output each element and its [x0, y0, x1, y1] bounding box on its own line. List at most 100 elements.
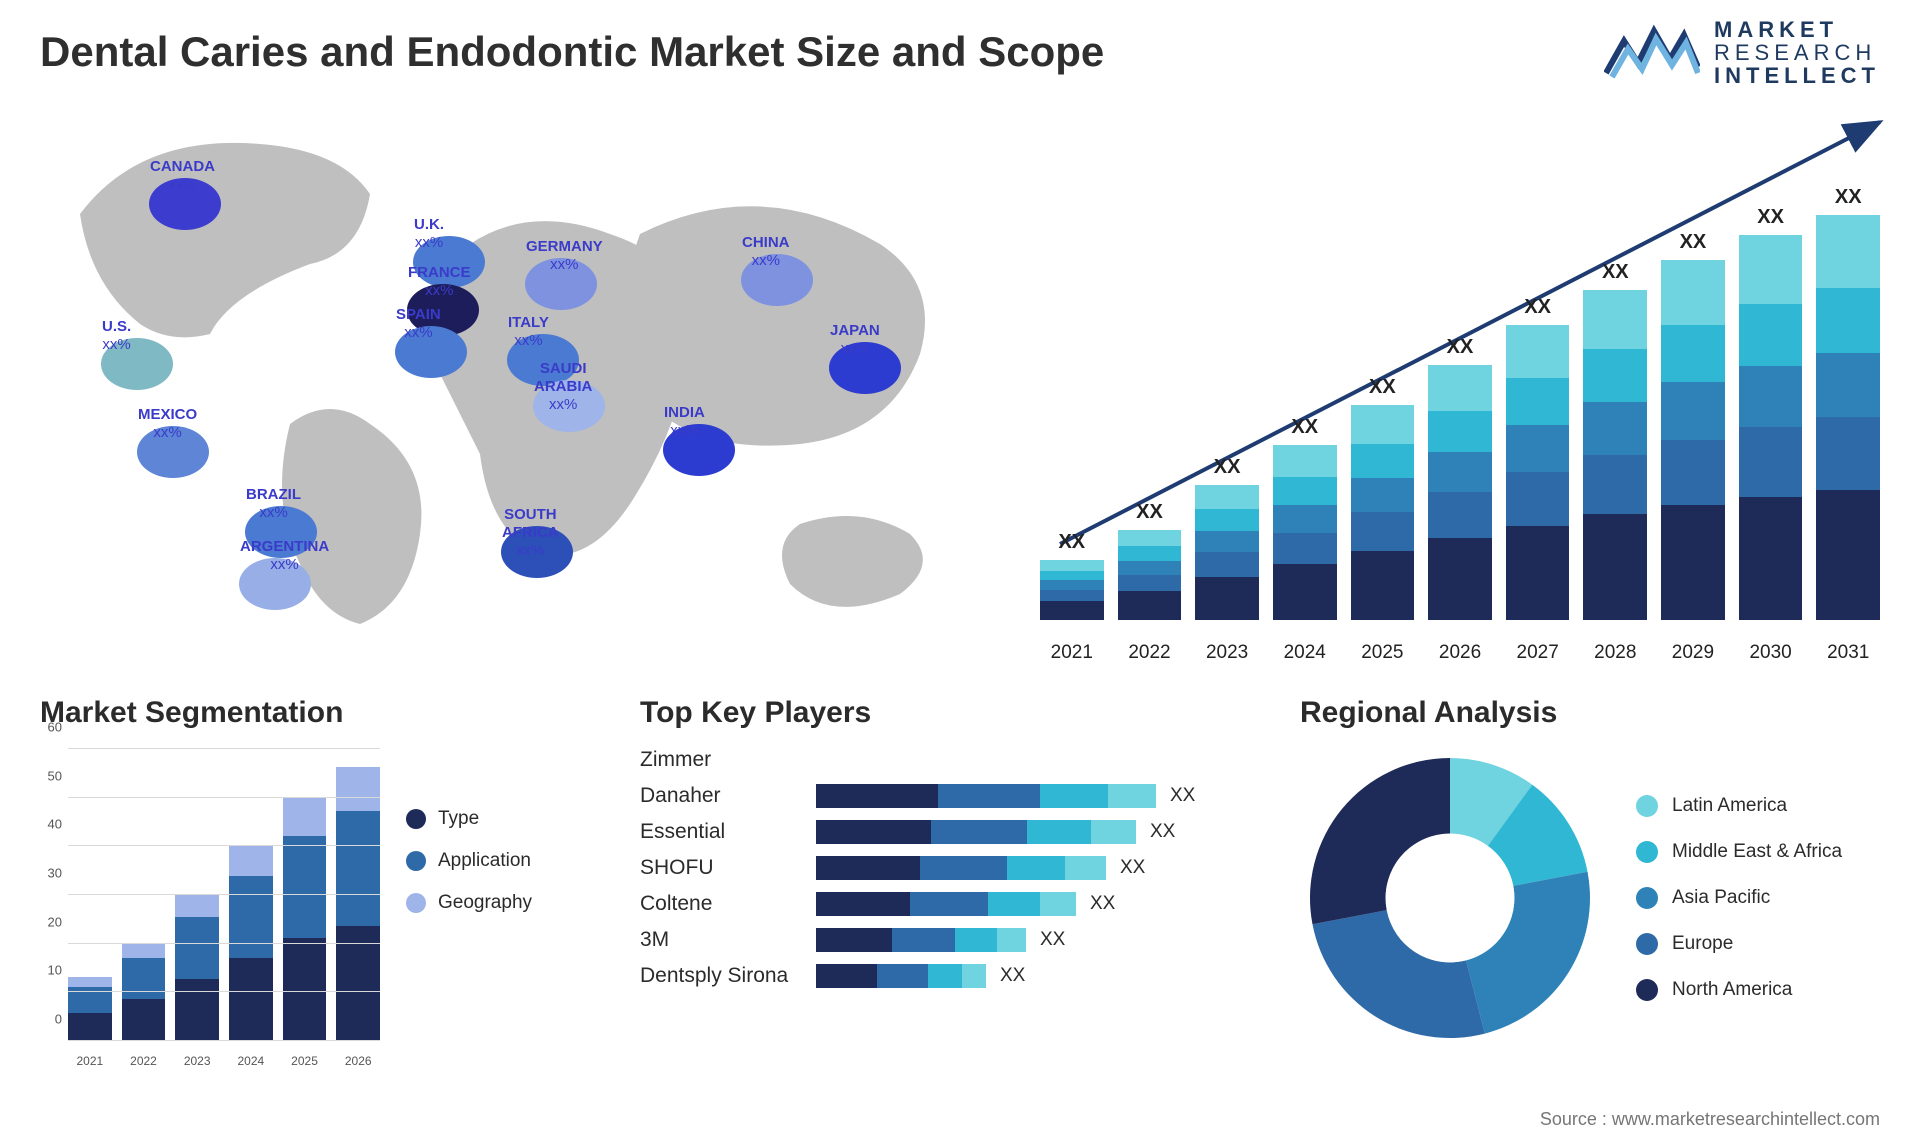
seg-ytick: 60	[48, 720, 62, 735]
player-row: 3MXX	[640, 928, 1260, 952]
player-name: Danaher	[640, 784, 800, 808]
player-bar	[816, 964, 986, 988]
seg-ytick: 0	[55, 1012, 62, 1027]
player-value: XX	[1040, 929, 1065, 951]
player-bar	[816, 820, 1136, 844]
seg-ytick: 40	[48, 817, 62, 832]
seg-ytick: 30	[48, 866, 62, 881]
regional-panel: Regional Analysis Latin AmericaMiddle Ea…	[1300, 696, 1880, 1106]
brand-line1: MARKET	[1714, 18, 1880, 41]
seg-gridline	[68, 991, 380, 992]
map-label-saudi: SAUDIARABIAxx%	[534, 360, 592, 414]
legend-dot-icon	[1636, 841, 1658, 863]
growth-year: 2030	[1739, 642, 1803, 664]
map-label-china: CHINAxx%	[742, 234, 790, 270]
segmentation-panel: Market Segmentation 0 10 20 30 40 50 60 2021 20…	[40, 696, 600, 1106]
seg-bar-2026	[336, 767, 380, 1040]
map-label-us: U.S.xx%	[102, 318, 131, 354]
player-bar	[816, 892, 1076, 916]
seg-bar-2025	[283, 797, 327, 1040]
growth-bar-2030: XX	[1739, 206, 1803, 620]
growth-value-label: XX	[1369, 376, 1396, 399]
map-label-germany: GERMANYxx%	[526, 238, 603, 274]
growth-value-label: XX	[1214, 456, 1241, 479]
legend-label: North America	[1672, 979, 1792, 1001]
growth-bar-2031: XX	[1816, 186, 1880, 620]
legend-dot-icon	[1636, 979, 1658, 1001]
map-label-uk: U.K.xx%	[414, 216, 444, 252]
growth-bar-2025: XX	[1351, 376, 1415, 620]
growth-value-label: XX	[1524, 296, 1551, 319]
growth-bar-2028: XX	[1583, 261, 1647, 620]
player-name: Essential	[640, 820, 800, 844]
player-value: XX	[1170, 785, 1195, 807]
map-label-italy: ITALYxx%	[508, 314, 549, 350]
growth-value-label: XX	[1058, 531, 1085, 554]
seg-gridline	[68, 1040, 380, 1041]
player-bar	[816, 856, 1106, 880]
seg-gridline	[68, 894, 380, 895]
player-row: SHOFU XX	[640, 856, 1260, 880]
map-label-argentina: ARGENTINAxx%	[240, 538, 329, 574]
growth-bar-2022: XX	[1118, 501, 1182, 620]
growth-year: 2027	[1506, 642, 1570, 664]
players-list: ZimmerDanaherXXEssentialXXSHOFUXXColtene…	[640, 748, 1260, 988]
seg-year: 2026	[336, 1054, 380, 1068]
player-row: Danaher XX	[640, 784, 1260, 808]
growth-year: 2026	[1428, 642, 1492, 664]
growth-bar-2029: XX	[1661, 231, 1725, 620]
segmentation-title: Market Segmentation	[40, 696, 600, 730]
players-panel: Top Key Players ZimmerDanaherXXEssential…	[640, 696, 1260, 1106]
growth-year: 2022	[1118, 642, 1182, 664]
growth-year: 2023	[1195, 642, 1259, 664]
map-label-canada: CANADAxx%	[150, 158, 215, 194]
legend-dot-icon	[1636, 795, 1658, 817]
seg-year: 2025	[283, 1054, 327, 1068]
player-value: XX	[1150, 821, 1175, 843]
map-label-southafrica: SOUTHAFRICAxx%	[502, 506, 559, 560]
map-label-japan: JAPANxx%	[830, 322, 880, 358]
player-row: Zimmer	[640, 748, 1260, 772]
regional-legend: Latin AmericaMiddle East & AfricaAsia Pa…	[1636, 795, 1842, 1001]
seg-year: 2021	[68, 1054, 112, 1068]
regional-legend-item: Europe	[1636, 933, 1842, 955]
brand-logo: MARKET RESEARCH INTELLECT	[1604, 18, 1880, 87]
growth-value-label: XX	[1291, 416, 1318, 439]
legend-label: Latin America	[1672, 795, 1787, 817]
player-name: SHOFU	[640, 856, 800, 880]
seg-year: 2023	[175, 1054, 219, 1068]
seg-bar-2023	[175, 894, 219, 1040]
seg-legend-item: Application	[406, 850, 532, 872]
seg-ytick: 20	[48, 914, 62, 929]
seg-ytick: 50	[48, 768, 62, 783]
legend-dot-icon	[406, 893, 426, 913]
growth-chart-panel: XXXXXXXXXXXXXXXXXXXXXX 20212022202320242…	[1000, 104, 1880, 664]
legend-label: Europe	[1672, 933, 1733, 955]
player-name: Zimmer	[640, 748, 800, 772]
source-attribution: Source : www.marketresearchintellect.com	[1540, 1109, 1880, 1130]
seg-legend-item: Type	[406, 808, 532, 830]
growth-bar-2027: XX	[1506, 296, 1570, 620]
map-label-spain: SPAINxx%	[396, 306, 441, 342]
growth-value-label: XX	[1835, 186, 1862, 209]
seg-legend-item: Geography	[406, 892, 532, 914]
growth-bars: XXXXXXXXXXXXXXXXXXXXXX	[1040, 160, 1880, 620]
seg-gridline	[68, 943, 380, 944]
seg-year: 2024	[229, 1054, 273, 1068]
growth-value-label: XX	[1680, 231, 1707, 254]
growth-value-label: XX	[1757, 206, 1784, 229]
legend-dot-icon	[1636, 887, 1658, 909]
growth-year: 2031	[1816, 642, 1880, 664]
seg-gridline	[68, 748, 380, 749]
world-map-panel: CANADAxx%U.S.xx%MEXICOxx%BRAZILxx%ARGENT…	[40, 104, 1000, 664]
legend-dot-icon	[1636, 933, 1658, 955]
seg-gridline	[68, 797, 380, 798]
growth-bar-2023: XX	[1195, 456, 1259, 620]
regional-legend-item: North America	[1636, 979, 1842, 1001]
regional-donut	[1300, 748, 1600, 1048]
player-value: XX	[1000, 965, 1025, 987]
map-label-india: INDIAxx%	[664, 404, 705, 440]
player-value: XX	[1120, 857, 1145, 879]
regional-legend-item: Asia Pacific	[1636, 887, 1842, 909]
seg-ytick: 10	[48, 963, 62, 978]
